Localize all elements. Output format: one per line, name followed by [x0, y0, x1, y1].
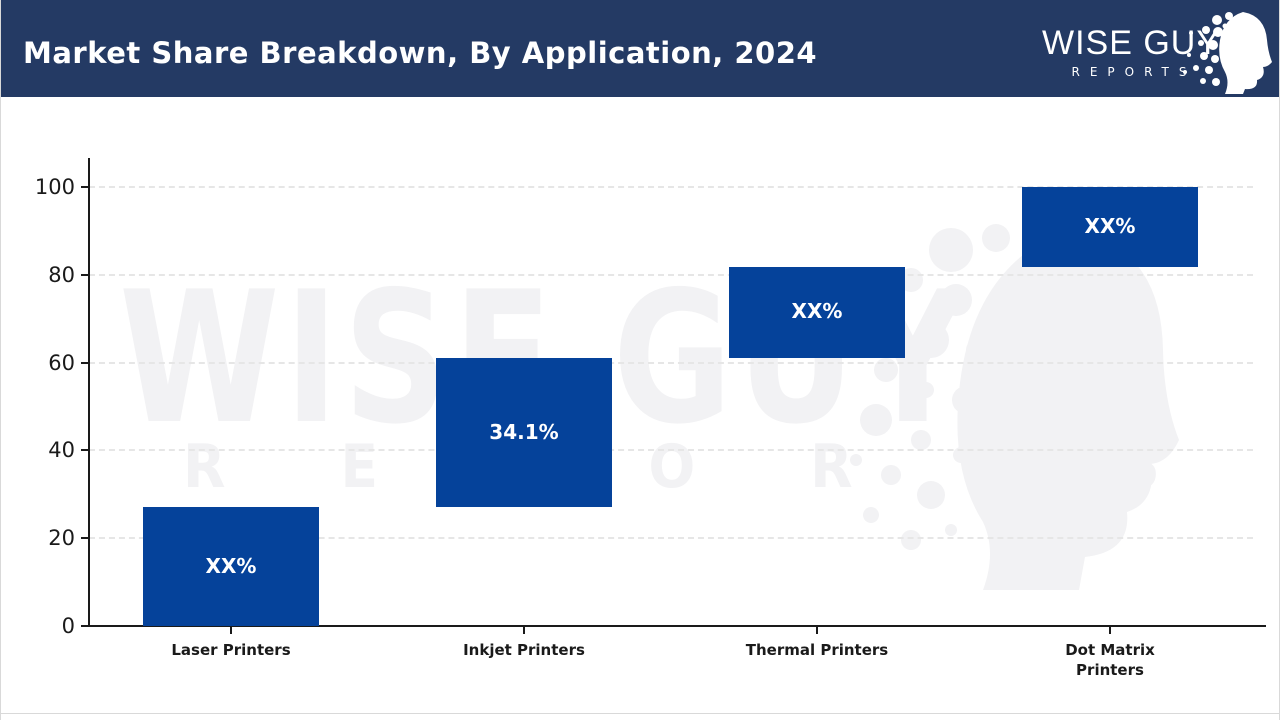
header-band: Market Share Breakdown, By Application, … [1, 0, 1279, 97]
x-axis-tick-1 [523, 626, 525, 634]
bottom-border-line [1, 713, 1279, 714]
logo-wordmark-line2: REPORTS [1071, 65, 1197, 79]
wise-guy-reports-logo: WISE GUY REPORTS [1041, 10, 1273, 94]
watermark-face-graphic [845, 224, 1179, 590]
y-axis-tick-80 [81, 273, 89, 276]
logo-wordmark: WISE GUY REPORTS [1041, 24, 1221, 79]
x-axis-tick-2 [816, 626, 818, 634]
gridline-y-80 [89, 273, 1253, 276]
y-axis-line [88, 158, 90, 627]
x-axis-category-label: Laser Printers [171, 641, 291, 659]
logo-face-icon [1183, 12, 1272, 94]
x-axis-category-label: Inkjet Printers [463, 641, 585, 659]
y-axis-tick-0 [81, 625, 89, 627]
y-axis-tick-label-0: 0 [61, 614, 75, 638]
bar-thermal-printers: XX% [729, 266, 905, 358]
bar-value-label: XX% [205, 553, 257, 578]
y-axis-tick-40 [81, 449, 89, 452]
y-axis-tick-label-20: 20 [48, 526, 75, 551]
y-axis-tick-100 [81, 186, 89, 188]
x-axis-category-label: Dot Matrix Printers [1065, 641, 1155, 679]
x-axis-tick-3 [1109, 626, 1111, 634]
gridline-y-20 [89, 537, 1253, 540]
bar-value-label: XX% [791, 299, 843, 324]
gridline-y-40 [89, 449, 1253, 452]
gridline-y-60 [89, 361, 1253, 364]
chart-plot-area: 0 20 40 60 80 100 XX% 34.1% XX% XX% Laser Printers… [1, 97, 1279, 713]
bar-inkjet-printers: 34.1% [436, 357, 612, 508]
y-axis-tick-label-60: 60 [48, 350, 75, 375]
bar-value-label: 34.1% [489, 419, 559, 444]
y-axis-tick-60 [81, 361, 89, 364]
gridline-y-100 [89, 186, 1253, 188]
x-axis-category-label: Thermal Printers [745, 641, 889, 659]
y-axis-tick-label-40: 40 [48, 438, 75, 463]
y-axis-tick-label-80: 80 [48, 262, 75, 287]
x-axis-tick-0 [230, 626, 232, 634]
y-axis-tick-label-100: 100 [34, 175, 75, 199]
x-axis-line [88, 625, 1266, 627]
bar-dot-matrix-printers: XX% [1022, 187, 1198, 267]
y-axis-tick-20 [81, 537, 89, 540]
bar-laser-printers: XX% [143, 507, 319, 626]
bar-value-label: XX% [1084, 213, 1136, 238]
page-title: Market Share Breakdown, By Application, … [23, 36, 818, 70]
